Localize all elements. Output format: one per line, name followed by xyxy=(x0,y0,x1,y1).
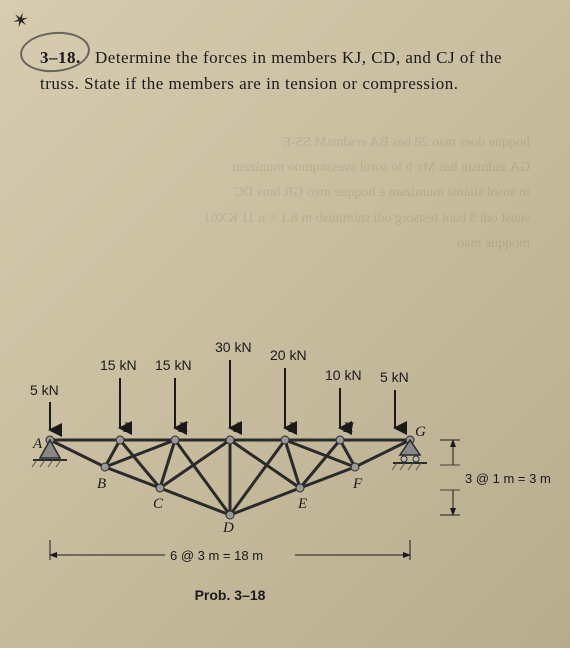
node-K: K xyxy=(177,420,189,436)
dim-vertical: 3 @ 1 m = 3 m xyxy=(465,471,551,486)
problem-body: Determine the forces in members KJ, CD, … xyxy=(40,48,502,93)
load-arrows: 5 kN 15 kN 15 kN 30 kN 20 kN 10 kN 5 kN xyxy=(30,339,409,430)
horizontal-dimension: 6 @ 3 m = 18 m xyxy=(50,540,410,563)
node-A: A xyxy=(32,436,43,452)
pencil-star-mark: ✶ xyxy=(9,6,32,34)
node-G: G xyxy=(415,424,426,440)
problem-number: 3–18. xyxy=(40,48,81,67)
load-4: 20 kN xyxy=(270,347,307,363)
load-3: 30 kN xyxy=(215,339,252,355)
vertical-dimension: 3 @ 1 m = 3 m xyxy=(440,440,551,515)
truss-diagram: 5 kN 15 kN 15 kN 30 kN 20 kN 10 kN 5 kN xyxy=(15,310,555,620)
support-right xyxy=(392,440,427,470)
node-C: C xyxy=(153,496,164,512)
load-1: 15 kN xyxy=(100,357,137,373)
figure-caption: Prob. 3–18 xyxy=(195,587,266,603)
bleed-through-text: hoqque does mao 28 bas BA ersdmsM SS-E G… xyxy=(40,130,530,256)
load-2: 15 kN xyxy=(155,357,192,373)
node-F: F xyxy=(352,476,363,492)
load-0: 5 kN xyxy=(30,382,59,398)
problem-statement: 3–18. Determine the forces in members KJ… xyxy=(40,45,530,96)
load-5: 10 kN xyxy=(325,367,362,383)
node-I: I xyxy=(287,420,294,436)
node-L: L xyxy=(122,420,131,436)
dim-horizontal: 6 @ 3 m = 18 m xyxy=(170,548,263,563)
load-6: 5 kN xyxy=(380,369,409,385)
node-E: E xyxy=(297,496,307,512)
node-B: B xyxy=(97,476,106,492)
node-D: D xyxy=(222,520,234,536)
node-H: H xyxy=(342,420,355,436)
node-J: J xyxy=(233,420,241,436)
